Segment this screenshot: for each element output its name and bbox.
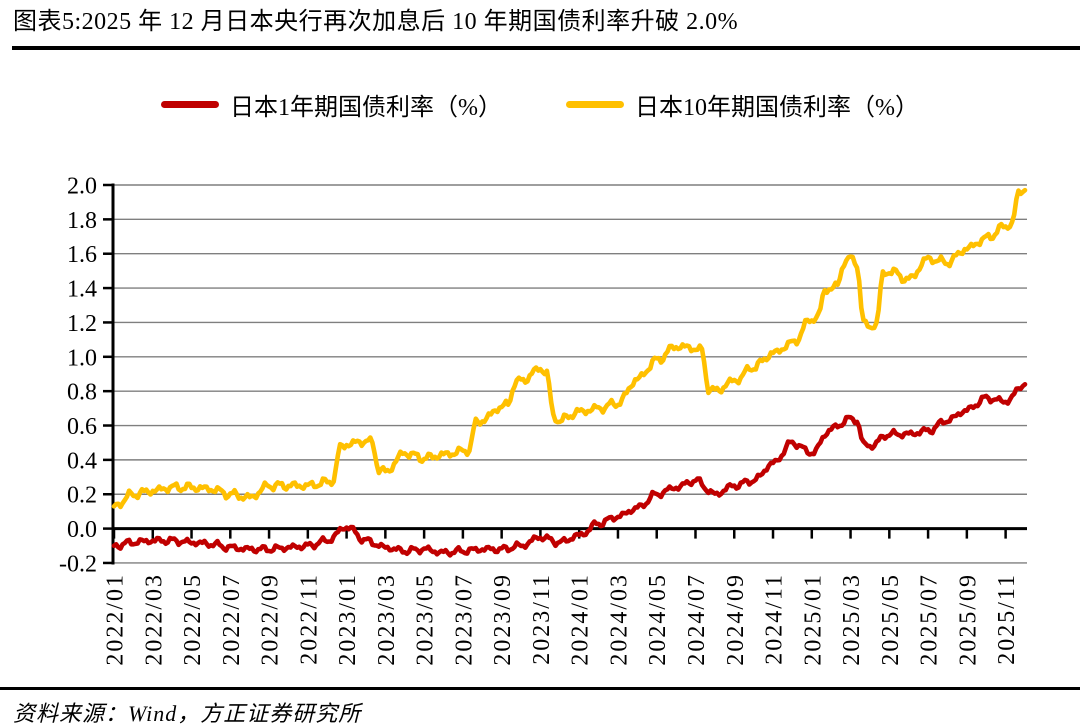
svg-text:2022/09: 2022/09 (258, 573, 284, 666)
legend-swatch-1y-jgb (161, 100, 219, 108)
svg-text:2023/09: 2023/09 (490, 573, 516, 666)
svg-text:2025/09: 2025/09 (955, 573, 981, 666)
svg-text:0.6: 0.6 (67, 414, 97, 440)
svg-text:2025/05: 2025/05 (878, 573, 904, 666)
legend-label-1y-jgb: 日本1年期国债利率（%） (230, 94, 502, 121)
source-text: 资料来源：Wind，方正证券研究所 (13, 701, 362, 726)
svg-text:2022/11: 2022/11 (296, 573, 322, 665)
legend-label-10y-jgb: 日本10年期国债利率（%） (635, 94, 919, 121)
svg-text:2024/07: 2024/07 (684, 573, 710, 666)
svg-text:2022/07: 2022/07 (219, 573, 245, 666)
x-tick-labels: 2022/01 2022/03 2022/05 2022/07 2022/09 2022/… (103, 573, 1021, 666)
series-line-10y-jgb (111, 187, 1028, 510)
svg-text:2024/11: 2024/11 (762, 573, 788, 665)
svg-text:2022/03: 2022/03 (141, 573, 167, 666)
y-gridlines (113, 184, 1027, 564)
axes (103, 183, 1027, 565)
svg-text:0.8: 0.8 (67, 380, 97, 406)
svg-text:-0.2: -0.2 (59, 551, 97, 577)
svg-text:2024/05: 2024/05 (645, 573, 671, 666)
svg-text:2022/05: 2022/05 (180, 573, 206, 666)
svg-text:2022/01: 2022/01 (103, 573, 129, 666)
y-tick-labels: 2.0 1.8 1.6 1.4 1.2 1.0 0.8 0.6 0.4 0.2 0.0 -0.2 (59, 174, 97, 578)
svg-text:0.4: 0.4 (67, 448, 97, 474)
svg-text:1.4: 1.4 (67, 277, 97, 303)
svg-text:2024/03: 2024/03 (606, 573, 632, 666)
svg-text:2023/01: 2023/01 (335, 573, 361, 666)
chart-legend: 日本1年期国债利率（%） 日本10年期国债利率（%） (0, 84, 1080, 124)
svg-text:0.2: 0.2 (67, 483, 97, 509)
legend-item-10y-jgb: 日本10年期国债利率（%） (566, 87, 919, 122)
svg-text:2025/01: 2025/01 (800, 573, 826, 666)
svg-text:0.0: 0.0 (67, 517, 97, 543)
source-rule (0, 687, 1080, 690)
series-line-1y-jgb (111, 382, 1028, 558)
title-rule (12, 46, 1080, 50)
svg-text:2023/05: 2023/05 (413, 573, 439, 666)
svg-text:2023/03: 2023/03 (374, 573, 400, 666)
legend-item-1y-jgb: 日本1年期国债利率（%） (161, 87, 502, 122)
svg-text:1.6: 1.6 (67, 242, 97, 268)
svg-text:2025/07: 2025/07 (917, 573, 943, 666)
legend-swatch-10y-jgb (566, 100, 624, 108)
figure-title: 图表5:2025 年 12 月日本央行再次加息后 10 年期国债利率升破 2.0… (13, 9, 739, 35)
svg-text:2023/07: 2023/07 (451, 573, 477, 666)
chart-svg: 2.01.81.61.41.21.00.80.60.40.20.0-0.2202… (59, 174, 1028, 666)
svg-text:1.2: 1.2 (67, 311, 97, 337)
svg-text:2.0: 2.0 (67, 174, 97, 200)
svg-text:1.0: 1.0 (67, 345, 97, 371)
svg-text:2024/01: 2024/01 (568, 573, 594, 666)
svg-text:2024/09: 2024/09 (723, 573, 749, 666)
svg-text:2023/11: 2023/11 (529, 573, 555, 665)
svg-text:2025/11: 2025/11 (994, 573, 1020, 665)
svg-text:2025/03: 2025/03 (839, 573, 865, 666)
svg-text:1.8: 1.8 (67, 208, 97, 234)
